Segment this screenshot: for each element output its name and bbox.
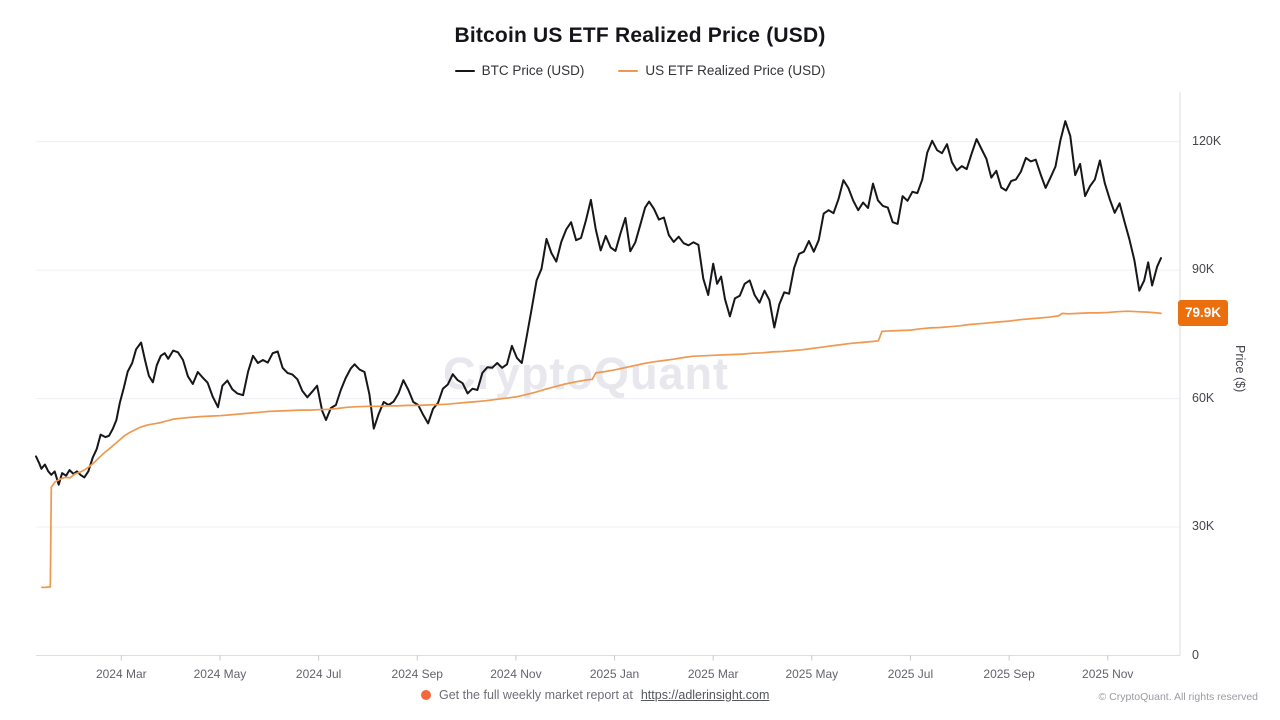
footer-report-line: Get the full weekly market report at htt… [421,688,769,702]
y-axis-tick-label: 90K [1192,262,1215,277]
x-axis-tick-label: 2025 Jul [887,667,934,681]
y-axis-title: Price ($) [1233,345,1247,393]
btc-line-swatch-icon [454,69,475,72]
y-axis-tick-label: 60K [1192,390,1215,405]
x-axis-tick-label: 2024 Mar [95,667,147,681]
copyright-notice: © CryptoQuant. All rights reserved [1098,691,1258,703]
legend: BTC Price (USD) US ETF Realized Price (U… [0,63,1280,78]
x-axis-tick-label: 2024 Jul [295,667,342,681]
last-value-badge: 79.9K [1178,300,1229,327]
x-axis-tick-label: 2025 Nov [1082,667,1134,681]
x-axis-tick-label: 2024 May [193,667,247,681]
legend-label-etf: US ETF Realized Price (USD) [645,63,826,78]
x-axis-tick-label: 2025 May [785,667,839,681]
legend-label-btc: BTC Price (USD) [481,63,585,78]
btc-price-line [35,120,1162,486]
footer-text: Get the full weekly market report at [439,688,633,702]
x-axis-tick-label: 2025 Jan [589,667,640,681]
cryptoquant-watermark: CryptoQuant [443,348,729,399]
footer-link[interactable]: https://adlerinsight.com [640,688,770,702]
y-axis-tick-label: 0 [1192,647,1199,662]
etf-line-swatch-icon [618,69,639,72]
legend-item-etf-realized-price[interactable]: US ETF Realized Price (USD) [618,63,825,78]
x-axis-tick-label: 2024 Nov [490,667,542,681]
legend-item-btc-price[interactable]: BTC Price (USD) [454,63,585,78]
x-axis-tick-label: 2025 Mar [687,667,739,681]
y-axis-tick-label: 120K [1192,133,1222,148]
x-axis-tick-label: 2025 Sep [983,667,1035,681]
y-axis-tick-label: 30K [1192,519,1215,534]
x-axis-tick-label: 2024 Sep [391,667,443,681]
page-title: Bitcoin US ETF Realized Price (USD) [454,24,826,47]
orange-dot-icon [421,690,431,700]
